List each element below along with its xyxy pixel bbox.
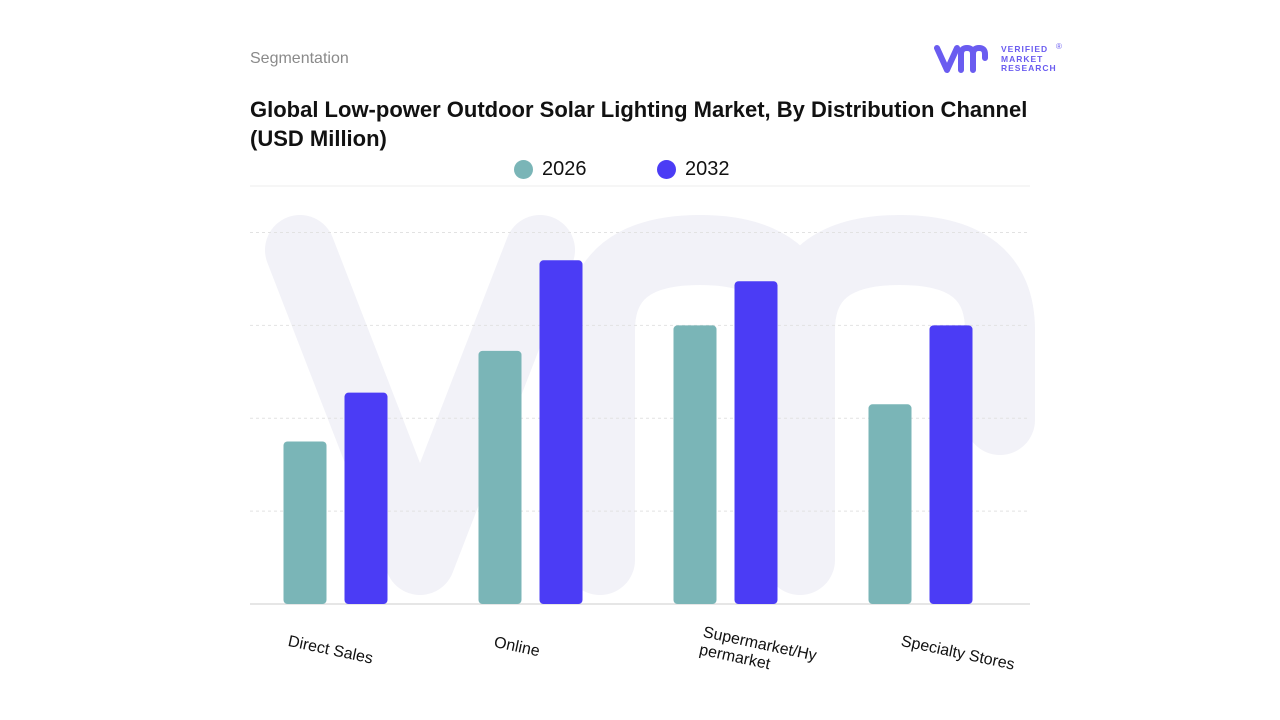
bar-2026-online (478, 350, 522, 604)
bar-2032-online (539, 260, 583, 604)
logo-registered-mark: ® (1056, 42, 1062, 51)
segment-label: Segmentation (250, 50, 349, 67)
vmr-logo-icon (934, 45, 988, 73)
legend-swatch-2032 (657, 160, 676, 179)
legend-swatch-2026 (514, 160, 533, 179)
legend-item-2026: 2026 (514, 158, 587, 181)
bar-2032-direct-sales (344, 392, 388, 604)
bar-2026-supermarket-hy-permarket (673, 325, 717, 604)
legend-label-2032: 2032 (685, 158, 730, 180)
legend-label-2026: 2026 (542, 158, 587, 180)
bar-2032-specialty-stores (929, 325, 973, 604)
bar-2032-supermarket-hy-permarket (734, 281, 778, 604)
logo-line-research: RESEARCH (1001, 63, 1057, 73)
logo-line-market: MARKET (1001, 53, 1044, 64)
vmr-logo: VERIFIED MARKET RESEARCH ® (934, 42, 1064, 78)
bar-2026-specialty-stores (868, 404, 912, 604)
bar-2026-direct-sales (283, 441, 327, 604)
logo-line-verified: VERIFIED (1001, 44, 1049, 54)
legend-item-2032: 2032 (657, 158, 730, 181)
chart-title: Global Low-power Outdoor Solar Lighting … (250, 97, 1028, 151)
